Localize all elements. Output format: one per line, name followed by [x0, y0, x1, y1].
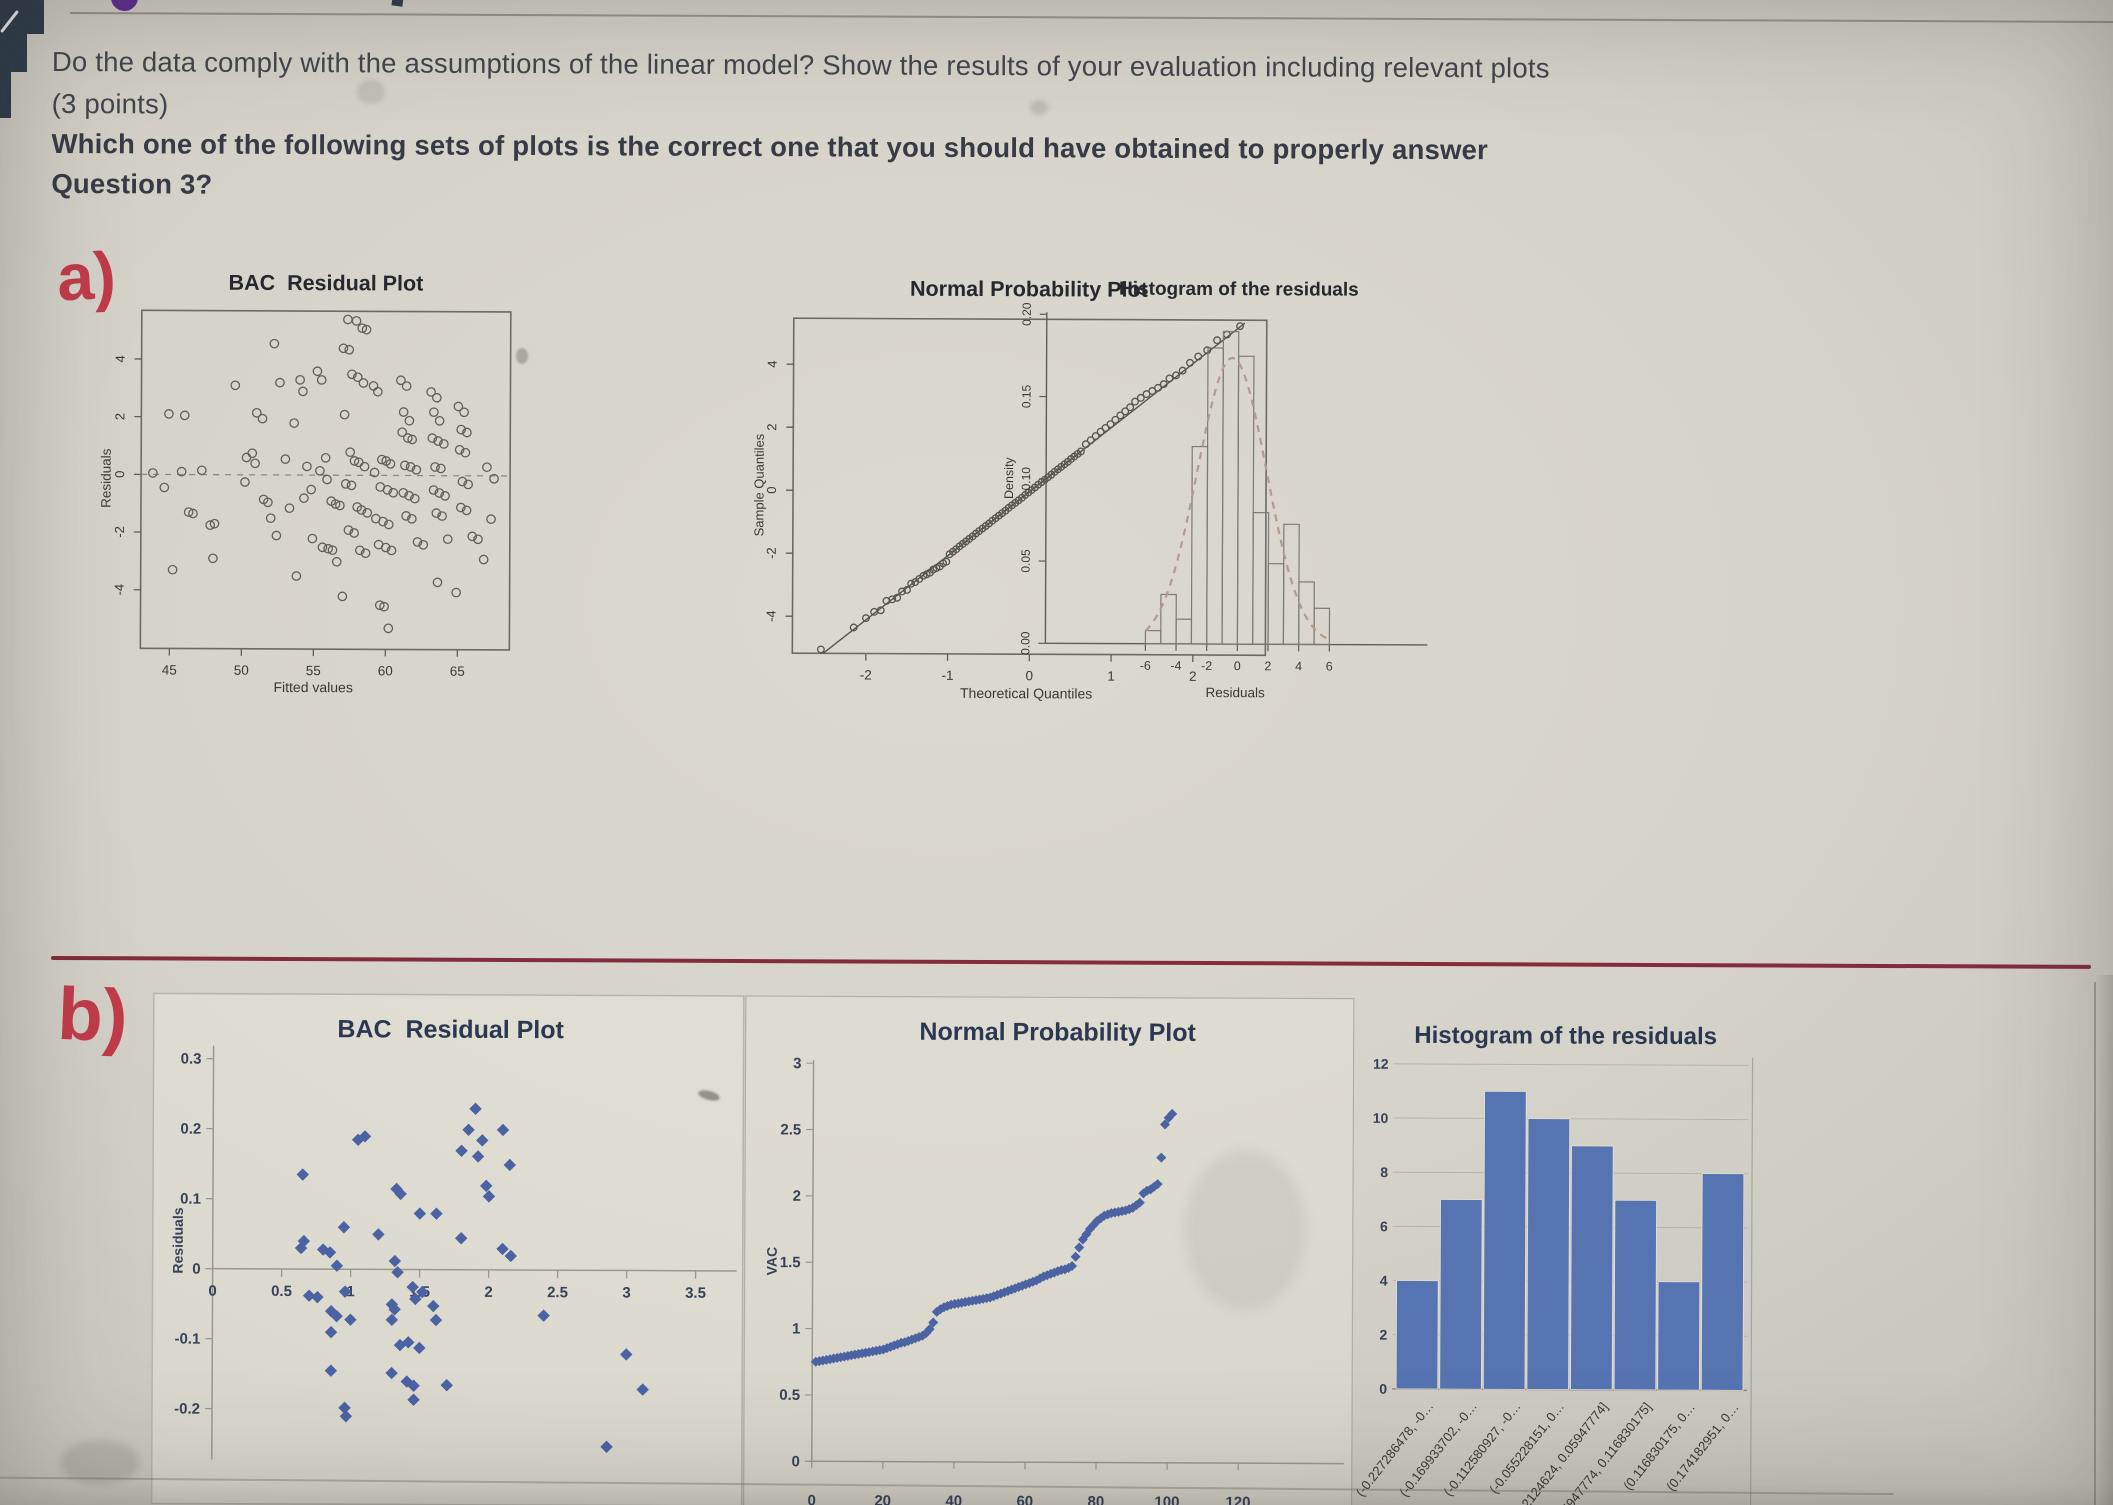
svg-text:2: 2 [1380, 1327, 1388, 1343]
svg-text:0: 0 [112, 471, 127, 478]
svg-text:55: 55 [306, 663, 321, 678]
svg-text:-2: -2 [764, 547, 779, 559]
top-divider-line [70, 12, 2113, 23]
photo-right-shade [2095, 975, 2113, 1505]
svg-text:1: 1 [1107, 669, 1115, 684]
svg-text:100: 100 [1154, 1494, 1179, 1505]
svg-text:-4: -4 [763, 610, 778, 622]
b2-y-axis-title: VAC [763, 1246, 780, 1276]
svg-text:0: 0 [1025, 668, 1033, 683]
svg-text:10: 10 [1373, 1110, 1389, 1126]
svg-text:1: 1 [792, 1321, 800, 1338]
svg-text:0.05: 0.05 [1019, 549, 1033, 573]
question-points: (3 points) [51, 87, 169, 120]
svg-text:0: 0 [764, 486, 779, 493]
b1-chart-title: BAC Residual Plot [337, 1015, 564, 1045]
svg-text:3: 3 [793, 1055, 801, 1072]
question-text-line1: Do the data comply with the assumptions … [51, 45, 1550, 84]
svg-text:50: 50 [234, 663, 249, 678]
question-bold-line1: Which one of the following sets of plots… [51, 127, 1489, 166]
svg-text:-1: -1 [941, 668, 953, 683]
svg-text:0: 0 [807, 1492, 815, 1505]
section-divider-rule [50, 955, 2091, 969]
svg-text:-2: -2 [1201, 659, 1212, 673]
svg-text:120: 120 [1225, 1494, 1250, 1505]
svg-text:8: 8 [1380, 1164, 1388, 1180]
svg-text:60: 60 [378, 663, 393, 678]
page-right-edge [2094, 982, 2096, 1505]
svg-text:4: 4 [1380, 1272, 1388, 1288]
svg-text:2: 2 [1264, 659, 1271, 673]
photo-bottom-shade [0, 1484, 2113, 1505]
svg-text:0: 0 [1379, 1381, 1387, 1397]
svg-text:2: 2 [793, 1188, 801, 1205]
svg-text:(-0.055228151, 0…: (-0.055228151, 0… [1486, 1399, 1567, 1496]
svg-text:-4: -4 [112, 584, 127, 596]
svg-text:1.5: 1.5 [780, 1254, 801, 1271]
b2-chart-title: Normal Probability Plot [919, 1017, 1196, 1047]
svg-text:0.15: 0.15 [1019, 384, 1033, 408]
svg-text:0.5: 0.5 [271, 1283, 292, 1300]
svg-text:80: 80 [1087, 1493, 1104, 1505]
chart-b-normal-probability-plot: 3 2.5 2 1.5 1 0.5 0 0 20 40 60 80 100 120 [743, 995, 1355, 1505]
svg-text:0: 0 [1234, 659, 1241, 673]
svg-text:0.3: 0.3 [181, 1051, 202, 1068]
svg-text:40: 40 [945, 1493, 962, 1505]
svg-text:65: 65 [450, 664, 465, 679]
svg-text:0.00: 0.00 [1018, 631, 1032, 655]
svg-text:2: 2 [484, 1284, 492, 1301]
chart-a-histogram-of-residuals: -6 -4 -2 0 2 4 6 0.00 0.05 0.10 0.15 0.20 [1018, 302, 1428, 674]
svg-text:4: 4 [765, 360, 780, 367]
svg-text:0.10: 0.10 [1019, 467, 1033, 491]
chart-a-bac-residual-plot: 45 50 55 60 65 4 2 0 -2 -4 [112, 309, 512, 679]
svg-text:2.5: 2.5 [547, 1284, 568, 1301]
back-chevron-icon[interactable] [0, 9, 19, 34]
svg-text:3.5: 3.5 [685, 1285, 706, 1302]
chart-a-normal-probability-plot: -2 -1 0 1 2 4 2 0 -2 -4 [763, 317, 1268, 684]
option-b-label: b) [56, 971, 130, 1058]
b3-chart-title: Histogram of the residuals [1414, 1021, 1718, 1051]
svg-text:4: 4 [1295, 659, 1302, 673]
svg-text:2: 2 [764, 423, 779, 430]
svg-text:-2: -2 [112, 526, 127, 538]
chart-b-bac-residual-plot: 00.511.522.533.50.30.20.10-0.1-0.2 [150, 992, 745, 1505]
svg-text:-0.2: -0.2 [174, 1401, 200, 1418]
svg-text:0.2: 0.2 [180, 1121, 201, 1138]
svg-text:6: 6 [1380, 1218, 1388, 1234]
svg-text:0: 0 [208, 1283, 216, 1300]
svg-text:0.5: 0.5 [779, 1387, 800, 1404]
svg-text:-2: -2 [860, 667, 872, 682]
svg-text:0: 0 [791, 1453, 799, 1470]
svg-text:20: 20 [874, 1493, 891, 1505]
svg-text:60: 60 [1016, 1493, 1033, 1505]
svg-text:45: 45 [162, 662, 177, 677]
svg-text:0: 0 [192, 1261, 200, 1278]
svg-text:2: 2 [112, 413, 127, 420]
module-status-dot-icon [111, 0, 138, 11]
svg-text:-0.1: -0.1 [174, 1331, 200, 1348]
svg-text:2: 2 [1189, 669, 1197, 684]
question-bold-line2: Question 3? [51, 167, 213, 200]
b1-y-axis-title: Residuals [169, 1207, 186, 1274]
svg-text:3: 3 [622, 1284, 630, 1301]
svg-text:-6: -6 [1140, 659, 1151, 673]
svg-text:0.1: 0.1 [180, 1191, 201, 1208]
svg-text:12: 12 [1373, 1056, 1389, 1072]
svg-text:4: 4 [113, 355, 128, 362]
svg-text:6: 6 [1326, 660, 1333, 674]
svg-text:-4: -4 [1170, 659, 1181, 673]
svg-text:2.5: 2.5 [780, 1121, 801, 1138]
svg-text:0.20: 0.20 [1020, 302, 1034, 326]
